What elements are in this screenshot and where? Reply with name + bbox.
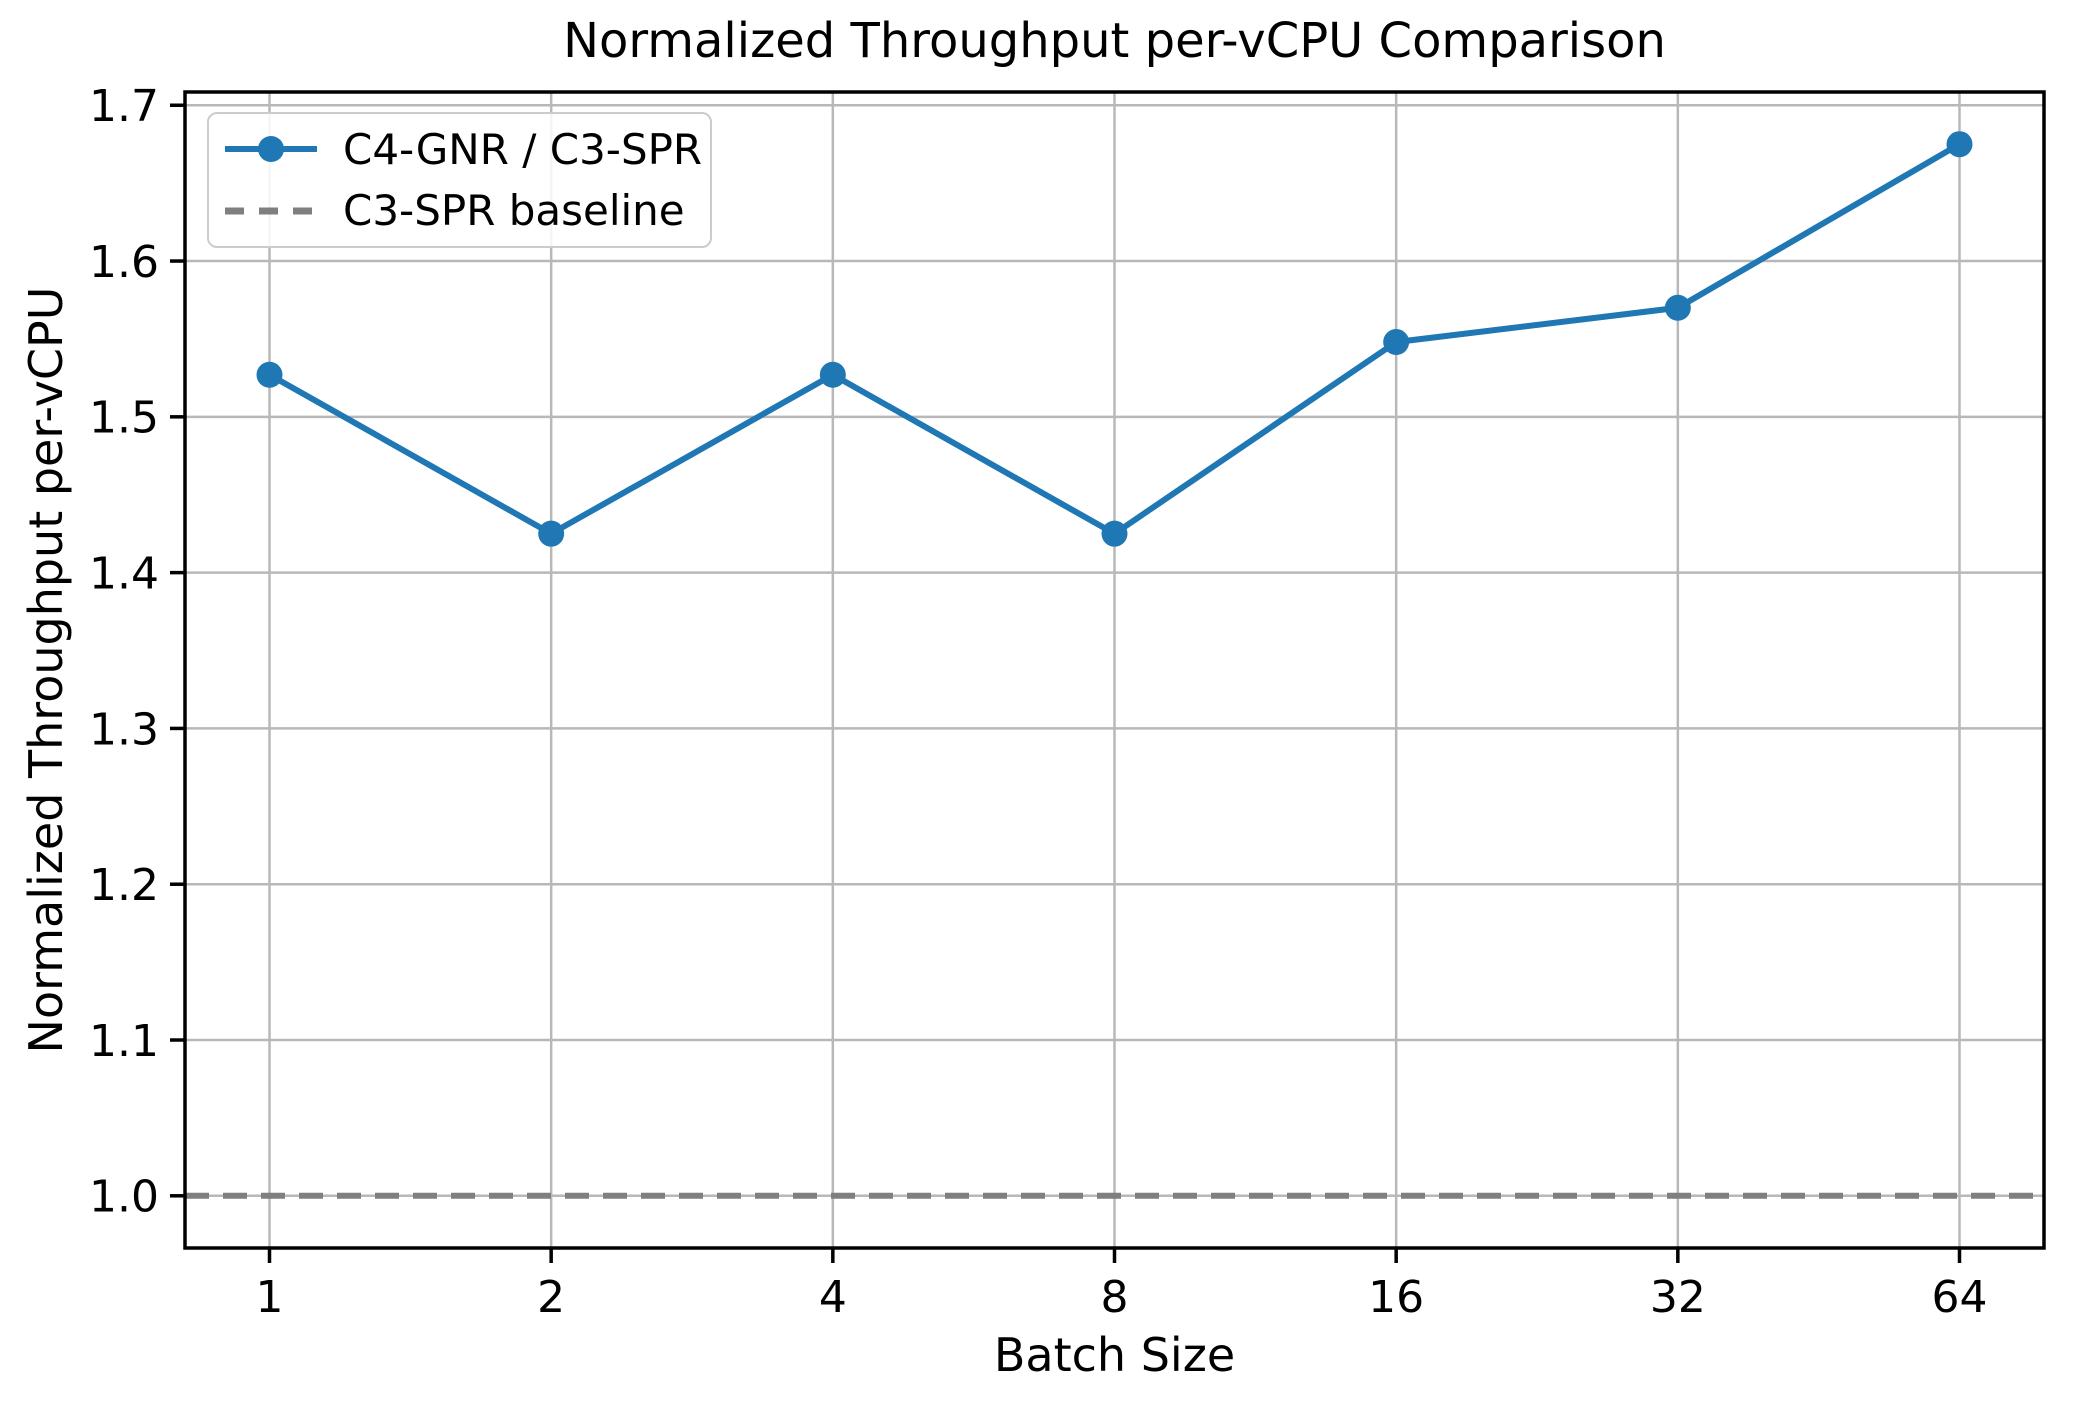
y-tick-label: 1.5 xyxy=(89,393,159,444)
data-point-marker xyxy=(256,361,283,388)
axes-spines xyxy=(183,90,2046,1250)
y-tick-label: 1.0 xyxy=(89,1172,159,1223)
x-tick-label: 16 xyxy=(1368,1272,1424,1323)
y-tick-label: 1.3 xyxy=(89,704,159,755)
x-tick-label: 2 xyxy=(537,1272,565,1323)
x-tick-label: 32 xyxy=(1650,1272,1706,1323)
y-tick-label: 1.7 xyxy=(89,81,159,132)
y-tick-label: 1.6 xyxy=(89,237,159,288)
data-point-marker xyxy=(1664,294,1691,321)
legend-label-baseline: C3-SPR baseline xyxy=(343,186,685,236)
chart-title: Normalized Throughput per-vCPU Compariso… xyxy=(563,13,1666,69)
y-tick-label: 1.1 xyxy=(89,1016,159,1067)
y-tick-label: 1.2 xyxy=(89,860,159,911)
x-tick-label: 4 xyxy=(819,1272,847,1323)
data-point-marker xyxy=(819,361,846,388)
legend-item-baseline: C3-SPR baseline xyxy=(223,181,710,241)
x-tick-label: 64 xyxy=(1932,1272,1988,1323)
x-tick-label: 8 xyxy=(1101,1272,1129,1323)
dashed-line-sample-icon xyxy=(225,207,317,215)
x-axis-label: Batch Size xyxy=(993,1328,1236,1382)
y-tick-label: 1.4 xyxy=(89,548,159,599)
data-point-marker xyxy=(538,520,565,547)
legend-label-series: C4-GNR / C3-SPR xyxy=(343,124,703,174)
legend-item-series: C4-GNR / C3-SPR xyxy=(223,119,710,179)
line-marker-sample-icon xyxy=(225,136,317,163)
data-point-marker xyxy=(1101,520,1128,547)
legend: C4-GNR / C3-SPR C3-SPR baseline xyxy=(207,112,712,248)
data-point-marker xyxy=(1383,329,1410,356)
x-tick-label: 1 xyxy=(256,1272,284,1323)
data-point-marker xyxy=(1946,131,1973,158)
